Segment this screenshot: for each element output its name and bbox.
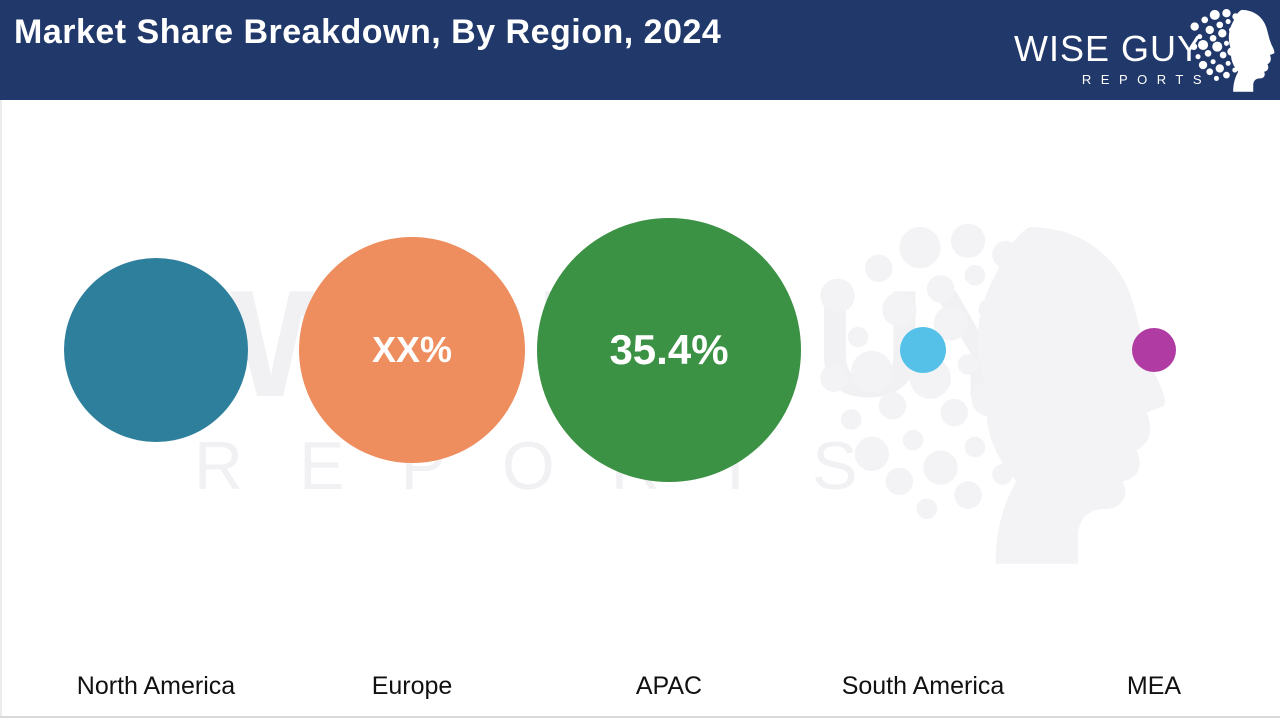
wise-guy-head-watermark-icon	[810, 220, 1188, 569]
bubble-apac: 35.4%	[537, 218, 801, 482]
bubble-value-label-apac: 35.4%	[609, 326, 729, 373]
logo-wordmark: WISE GUY	[1013, 27, 1202, 69]
bubble-chart-area: WISE GUY REPORTS XX%35.4% North AmericaE…	[0, 100, 1280, 716]
bubble-mea	[1132, 328, 1176, 372]
wise-guy-head-logo-icon	[1188, 8, 1280, 97]
bubble-north-america	[64, 258, 248, 442]
category-label-apac: APAC	[635, 672, 703, 700]
logo-text: WISE GUY REPORTS	[1013, 27, 1202, 87]
wise-guy-logo: WISE GUY REPORTS	[1014, 0, 1280, 97]
header-bar: Market Share Breakdown, By Region, 2024 …	[0, 0, 1280, 100]
page-title: Market Share Breakdown, By Region, 2024	[14, 13, 722, 51]
logo-subtitle: REPORTS	[1081, 71, 1211, 87]
bottom-divider	[0, 716, 1280, 718]
category-label-south-america: South America	[841, 672, 1005, 700]
bubble-value-label-europe: XX%	[371, 329, 453, 370]
watermark-subtitle: REPORTS	[194, 428, 914, 504]
category-label-north-america: North America	[76, 672, 236, 700]
category-label-europe: Europe	[371, 672, 453, 700]
category-label-mea: MEA	[1126, 672, 1182, 700]
bubble-europe: XX%	[299, 237, 525, 463]
bubble-south-america	[900, 327, 946, 373]
